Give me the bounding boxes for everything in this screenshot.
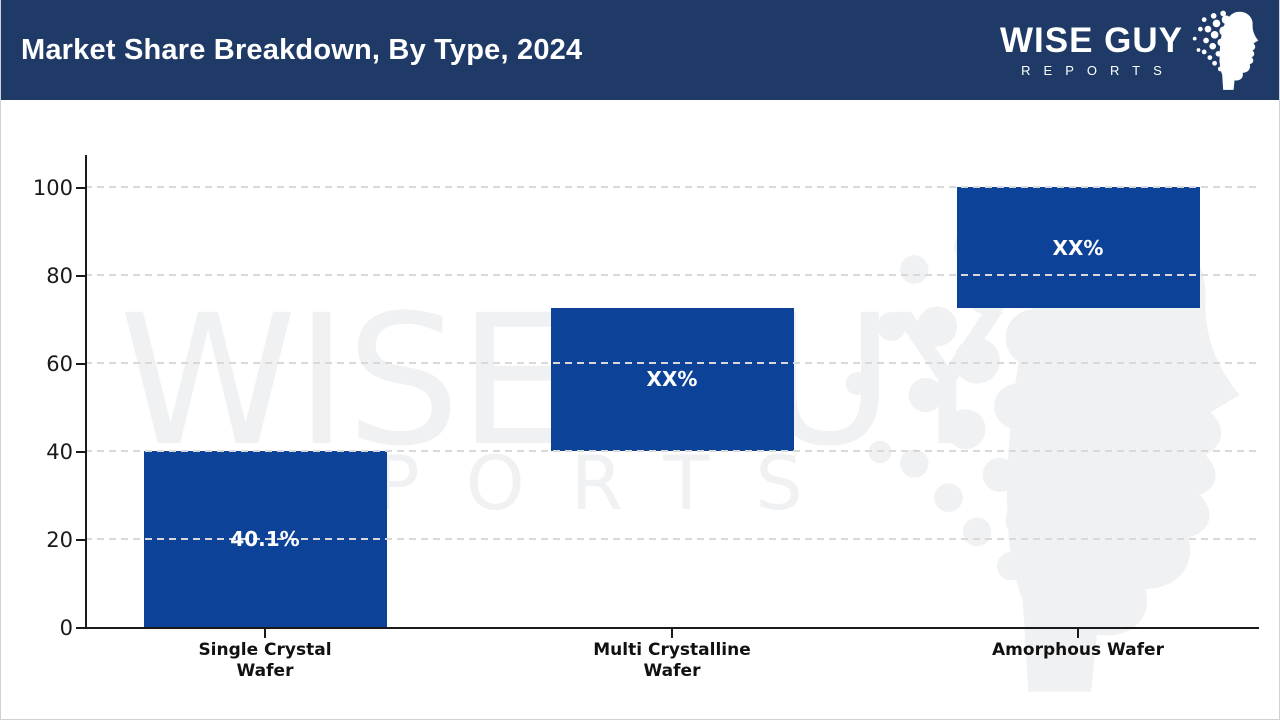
bar-segment-2: [550, 308, 794, 451]
category-label-line: Single Crystal: [198, 640, 332, 660]
y-tick-label: 40: [46, 440, 73, 464]
y-tick-80: [76, 275, 85, 277]
y-tick-100: [76, 187, 85, 189]
gridline-40: [85, 450, 1257, 452]
x-tick-2: [671, 629, 673, 638]
chart-area: WISE GUY REPORTS 40.1% XX% XX% 0 20 40 60 80 100…: [1, 100, 1279, 719]
y-tick-60: [76, 363, 85, 365]
y-tick-label: 100: [32, 176, 73, 200]
page-title: Market Share Breakdown, By Type, 2024: [21, 33, 583, 66]
gridline-20: [85, 538, 1257, 540]
x-axis-line: [85, 627, 1259, 629]
bar-value-label: XX%: [1052, 235, 1104, 260]
category-label-line: Wafer: [236, 661, 294, 681]
logo-face-icon: [1192, 10, 1259, 90]
category-label-line: Multi Crystalline: [593, 640, 751, 660]
y-tick-label: 60: [46, 352, 73, 376]
logo-wordmark-block: WISE GUY REPORTS: [1000, 23, 1183, 77]
logo-wordmark: WISE GUY: [999, 21, 1183, 60]
x-tick-3: [1077, 629, 1079, 638]
y-tick-0: [76, 627, 85, 629]
gridline-100: [85, 186, 1257, 188]
wiseguy-logo: WISE GUY REPORTS: [1000, 10, 1263, 90]
y-tick-20: [76, 539, 85, 541]
y-tick-label: 80: [46, 264, 73, 288]
header-bar: Market Share Breakdown, By Type, 2024 WI…: [1, 0, 1279, 100]
y-tick-40: [76, 451, 85, 453]
category-label-line: Amorphous Wafer: [992, 640, 1164, 660]
category-label-3: Amorphous Wafer: [918, 640, 1238, 661]
bar-value-label: XX%: [646, 367, 698, 392]
logo-subtitle: REPORTS: [1021, 63, 1175, 78]
x-tick-1: [264, 629, 266, 638]
bar-value-label: 40.1%: [230, 526, 300, 551]
category-label-line: Wafer: [643, 661, 701, 681]
gridline-60: [85, 362, 1257, 364]
y-tick-label: 20: [46, 528, 73, 552]
gridline-80: [85, 274, 1257, 276]
y-axis-line: [85, 155, 87, 629]
y-tick-label: 0: [59, 616, 73, 640]
category-label-2: Multi Crystalline Wafer: [512, 640, 832, 682]
category-label-1: Single Crystal Wafer: [105, 640, 425, 682]
